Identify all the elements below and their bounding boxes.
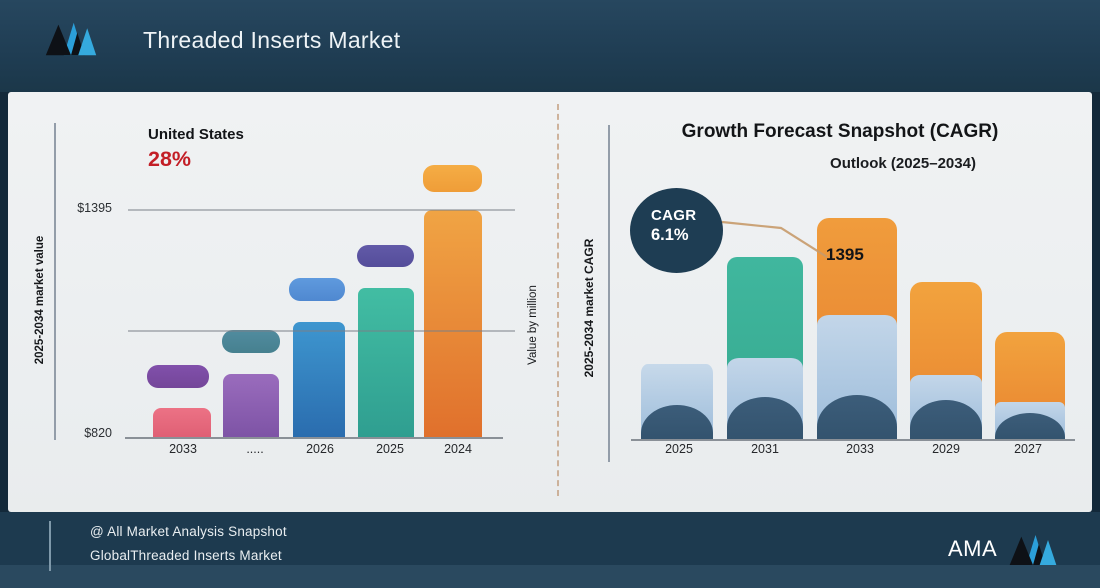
- left-y-axis-title: 2025-2034 market value: [34, 235, 46, 365]
- left-gridline-mid: [128, 330, 515, 332]
- left-annotation-percent: 28%: [148, 147, 192, 171]
- footer-divider-line: [49, 521, 51, 571]
- right-x-axis-line: [631, 439, 1075, 441]
- left-xlabel-2026: 2026: [306, 442, 334, 456]
- page-title: Threaded Inserts Market: [143, 27, 401, 53]
- footer-ama-logo-icon: [1009, 535, 1057, 565]
- panel-divider: [557, 104, 559, 496]
- right-bar-data-label: 1395: [826, 245, 864, 264]
- left-gridline-top: [128, 209, 515, 211]
- footer-line2: GlobalThreaded Inserts Market: [90, 548, 282, 563]
- header: Threaded Inserts Market: [0, 0, 1100, 92]
- left-ytick-top: $1395: [77, 201, 112, 215]
- right-chart-subtitle: Outlook (2025–2034): [830, 155, 976, 172]
- left-xlabel-2033: 2033: [169, 442, 197, 456]
- right-xlabel-2031: 2031: [751, 442, 779, 456]
- right-xlabel-2033: 2033: [846, 442, 874, 456]
- right-xlabel-2029: 2029: [932, 442, 960, 456]
- right-y-axis-title: 2025-2034 market CAGR: [582, 238, 596, 378]
- footer-bottom-band: [0, 565, 1100, 588]
- cagr-badge-value: 6.1%: [651, 226, 689, 244]
- left-xlabel-2024: 2024: [444, 442, 472, 456]
- ama-logo-icon: [45, 22, 97, 56]
- footer: @ All Market Analysis Snapshot GlobalThr…: [0, 512, 1100, 588]
- left-xlabel-dots: .....: [246, 442, 264, 456]
- left-ytick-bottom: $820: [84, 426, 112, 440]
- left-y-axis-line: [54, 123, 56, 440]
- footer-line1: @ All Market Analysis Snapshot: [90, 524, 287, 539]
- left-annotation-country: United States: [148, 126, 244, 143]
- footer-brand-text: AMA: [948, 536, 998, 561]
- left-xlabel-2025: 2025: [376, 442, 404, 456]
- right-xlabel-2025: 2025: [665, 442, 693, 456]
- right-xlabel-2027: 2027: [1014, 442, 1042, 456]
- cagr-badge: CAGR 6.1%: [630, 188, 723, 273]
- right-chart-title: Growth Forecast Snapshot (CAGR): [681, 121, 999, 142]
- left-x-axis-line: [125, 437, 503, 439]
- left-right-axis-title: Value by million: [527, 285, 539, 365]
- right-y-axis-line: [608, 125, 610, 462]
- cagr-badge-label: CAGR: [651, 207, 697, 224]
